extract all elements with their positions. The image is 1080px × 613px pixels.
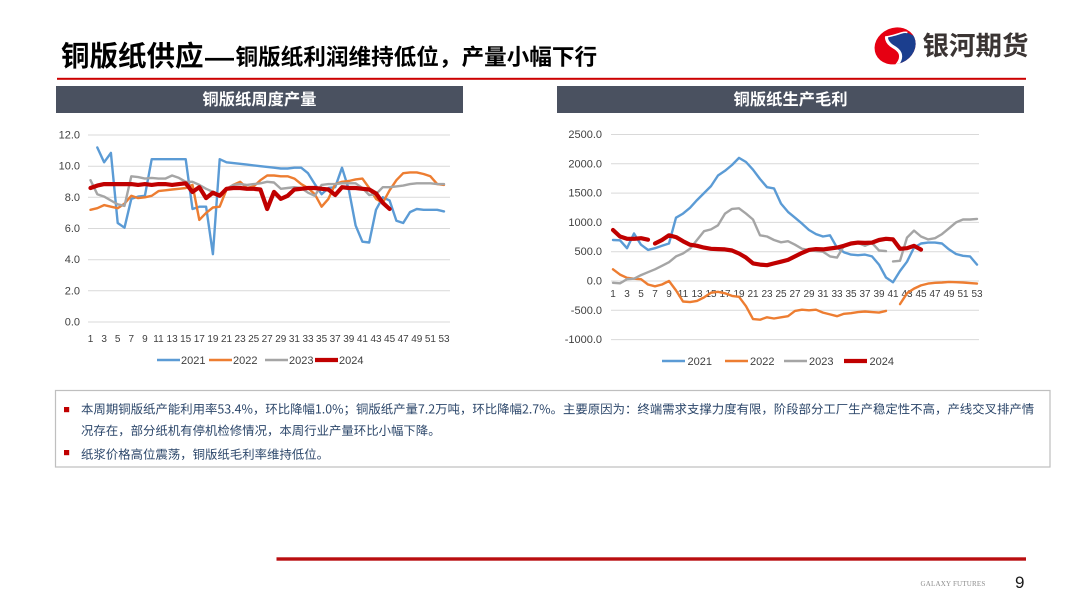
svg-text:4.0: 4.0 [65,254,80,266]
svg-text:25: 25 [775,289,787,300]
svg-text:31: 31 [289,334,301,345]
svg-text:15: 15 [180,334,192,345]
svg-text:19: 19 [733,289,745,300]
svg-text:53: 53 [971,289,983,300]
svg-text:49: 49 [411,334,423,345]
svg-text:17: 17 [194,334,206,345]
svg-text:7: 7 [652,289,658,300]
svg-text:27: 27 [789,289,801,300]
svg-text:23: 23 [761,289,773,300]
svg-text:21: 21 [221,334,233,345]
svg-text:9: 9 [1015,573,1024,592]
svg-text:0.0: 0.0 [587,276,602,288]
svg-text:51: 51 [957,289,969,300]
svg-text:13: 13 [167,334,179,345]
svg-text:21: 21 [747,289,759,300]
svg-text:2021: 2021 [181,355,205,367]
svg-text:3: 3 [624,289,630,300]
svg-text:5: 5 [115,334,121,345]
svg-text:11: 11 [153,334,164,345]
svg-text:33: 33 [302,334,314,345]
svg-text:2021: 2021 [688,356,712,368]
svg-text:-1000.0: -1000.0 [565,334,602,346]
svg-text:3: 3 [101,334,107,345]
svg-text:5: 5 [638,289,644,300]
svg-text:25: 25 [248,334,260,345]
svg-text:43: 43 [370,334,382,345]
svg-text:33: 33 [831,289,843,300]
svg-text:13: 13 [691,289,703,300]
svg-text:8.0: 8.0 [65,192,80,204]
svg-text:2022: 2022 [750,356,774,368]
svg-text:39: 39 [873,289,885,300]
svg-text:-500.0: -500.0 [571,305,602,317]
svg-text:1: 1 [610,289,616,300]
svg-text:45: 45 [384,334,396,345]
svg-text:7: 7 [129,334,135,345]
svg-text:37: 37 [330,334,342,345]
svg-text:47: 47 [398,334,410,345]
svg-text:41: 41 [887,289,899,300]
svg-text:31: 31 [817,289,829,300]
svg-text:2024: 2024 [870,356,894,368]
svg-text:19: 19 [207,334,219,345]
svg-text:6.0: 6.0 [65,223,80,235]
svg-text:51: 51 [425,334,437,345]
svg-text:41: 41 [357,334,369,345]
svg-text:39: 39 [343,334,355,345]
svg-text:35: 35 [316,334,328,345]
svg-text:11: 11 [678,289,689,300]
svg-text:2024: 2024 [339,355,363,367]
svg-text:2023: 2023 [289,355,313,367]
svg-text:2.0: 2.0 [65,285,80,297]
svg-text:15: 15 [705,289,717,300]
svg-text:9: 9 [666,289,672,300]
svg-text:47: 47 [929,289,941,300]
svg-text:12.0: 12.0 [59,130,80,142]
svg-text:9: 9 [142,334,148,345]
svg-text:1: 1 [88,334,94,345]
svg-text:2500.0: 2500.0 [568,129,602,141]
svg-text:10.0: 10.0 [59,161,80,173]
svg-text:37: 37 [859,289,871,300]
svg-text:53: 53 [438,334,450,345]
svg-text:29: 29 [803,289,815,300]
svg-text:49: 49 [943,289,955,300]
svg-text:500.0: 500.0 [574,246,602,258]
svg-text:GALAXY FUTURES: GALAXY FUTURES [921,580,986,588]
svg-text:2023: 2023 [809,356,833,368]
svg-text:29: 29 [275,334,287,345]
svg-text:35: 35 [845,289,857,300]
svg-text:2022: 2022 [233,355,257,367]
svg-text:1500.0: 1500.0 [568,188,602,200]
svg-text:2000.0: 2000.0 [568,158,602,170]
svg-text:1000.0: 1000.0 [568,217,602,229]
svg-text:0.0: 0.0 [65,317,80,329]
svg-text:45: 45 [915,289,927,300]
svg-text:23: 23 [235,334,247,345]
svg-text:27: 27 [262,334,274,345]
